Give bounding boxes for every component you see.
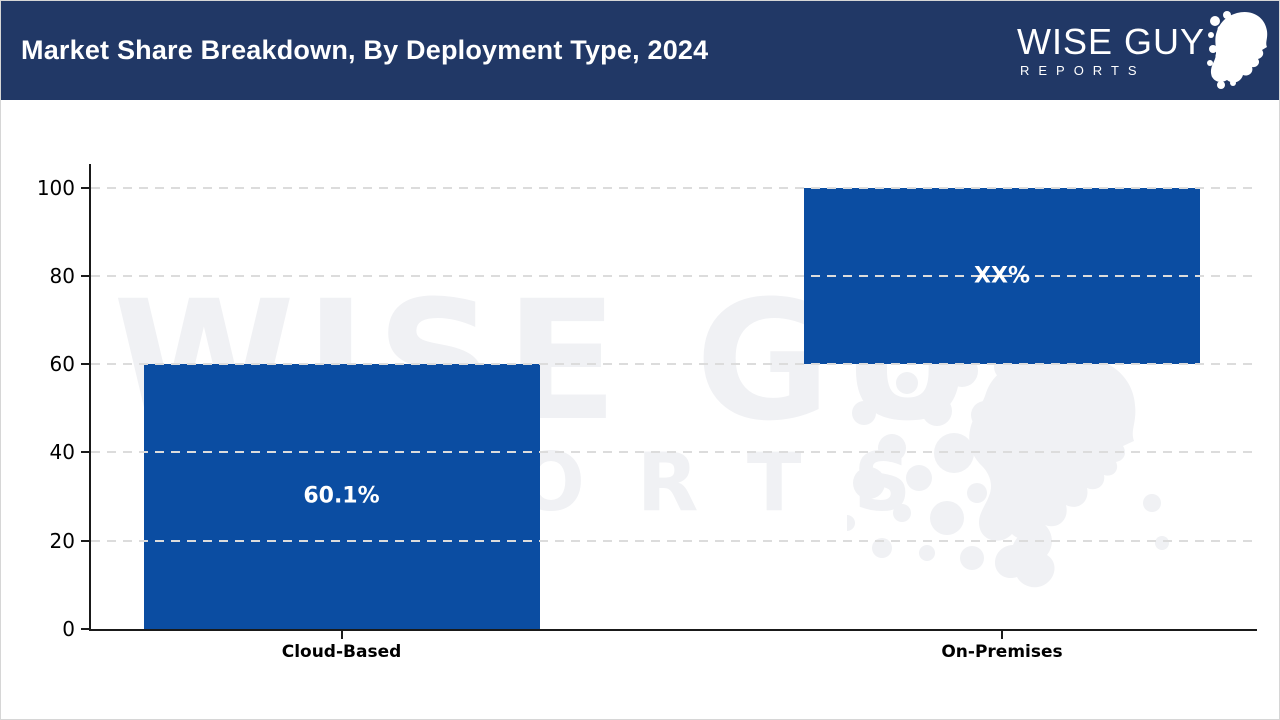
y-tickmark [81,274,89,277]
x-tickmark [340,631,343,639]
y-tick-label: 0 [62,617,75,641]
y-tickmark [81,451,89,454]
y-gridline [91,451,1257,454]
y-axis-line [89,164,91,631]
page-title: Market Share Breakdown, By Deployment Ty… [21,35,709,65]
bar-value-label: 60.1% [303,483,380,509]
x-category-label: Cloud-Based [281,642,402,662]
bar-cloud-based [143,363,540,629]
brand-logo-text: WISE GUY REPORTS [1016,21,1205,79]
x-axis-line [89,629,1257,631]
y-tick-label: 80 [49,263,75,288]
header: Market Share Breakdown, By Deployment Ty… [1,1,1279,100]
y-gridline [91,274,1257,277]
bar-value-label: XX% [974,263,1030,289]
y-tick-label: 20 [49,528,75,553]
x-tickmark [1001,631,1003,639]
y-tick-label: 100 [36,175,75,200]
y-tickmark [81,539,89,542]
x-category-label: On-Premises [941,642,1063,662]
dotted-face-profile-icon [1207,11,1268,89]
y-gridline [91,363,1257,366]
y-gridline [91,186,1257,189]
watermark-face-icon [847,353,1169,588]
y-tickmark [81,363,89,366]
brand-logo: WISE GUY REPORTS [1017,9,1271,93]
brand-name: WISE GUY [1016,21,1205,62]
y-tick-label: 40 [49,440,75,465]
y-tickmark [81,186,89,189]
y-gridline [91,539,1257,542]
y-tickmark [81,628,89,630]
brand-subtitle: REPORTS [1019,63,1146,78]
y-tick-label: 60 [49,352,75,377]
